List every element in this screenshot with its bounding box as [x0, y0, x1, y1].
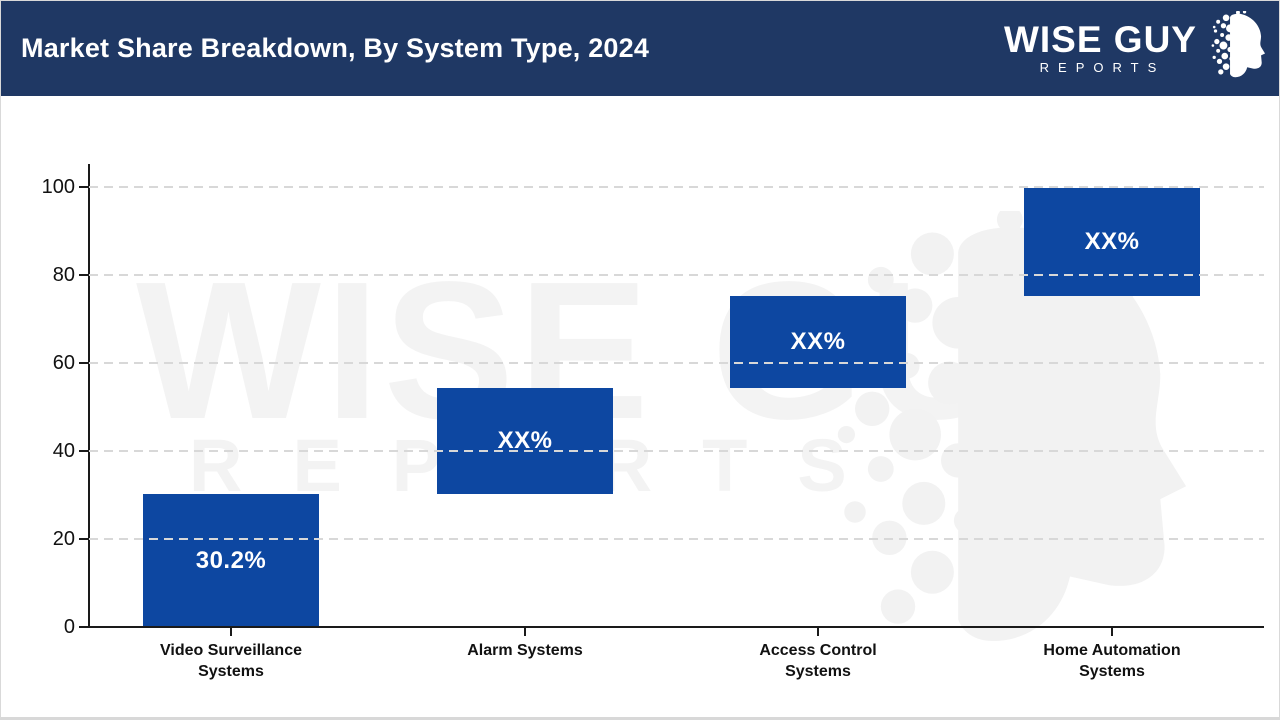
- y-tick-label: 0: [63, 616, 75, 638]
- bar-segment: XX%: [1024, 187, 1200, 296]
- bar-segment: XX%: [730, 295, 906, 389]
- header: Market Share Breakdown, By System Type, …: [1, 1, 1279, 96]
- y-tick-mark: [79, 274, 88, 277]
- y-axis-spine: [88, 164, 90, 628]
- y-tick-label: 80: [52, 264, 75, 287]
- watermark-face-icon: [837, 211, 1187, 642]
- y-tick-mark: [79, 538, 88, 541]
- y-tick-mark: [79, 626, 88, 628]
- x-tick-mark: [230, 628, 232, 636]
- bar-segment: 30.2%: [143, 494, 319, 627]
- logo-subtitle: REPORTS: [1039, 59, 1166, 75]
- x-category-label: Access Control Systems: [759, 642, 877, 680]
- x-category-label: Home Automation Systems: [1043, 642, 1181, 680]
- gridline: [89, 362, 1264, 365]
- bar-value-label: 30.2%: [195, 546, 267, 574]
- bar-value-label: XX%: [1084, 227, 1140, 255]
- y-tick-label: 60: [52, 352, 75, 375]
- bar-value-label: XX%: [497, 427, 553, 455]
- page-title: Market Share Breakdown, By System Type, …: [21, 33, 650, 63]
- bar-segment: XX%: [437, 388, 613, 495]
- logo-face-icon: [1211, 11, 1266, 78]
- x-tick-mark: [817, 628, 819, 636]
- x-axis-spine: [88, 626, 1264, 628]
- gridline: [89, 186, 1264, 189]
- x-tick-mark: [1111, 628, 1113, 636]
- bar-value-label: XX%: [790, 328, 846, 356]
- y-tick-label: 40: [52, 440, 75, 463]
- logo-wordmark: WISE GUY: [1003, 18, 1197, 60]
- logo: WISE GUY REPORTS: [1004, 11, 1267, 84]
- y-tick-label: 100: [41, 176, 75, 199]
- gridline: [89, 274, 1264, 277]
- y-tick-mark: [79, 186, 88, 189]
- x-category-label: Alarm Systems: [467, 642, 583, 659]
- logo-text: WISE GUY REPORTS: [1003, 18, 1197, 75]
- y-tick-mark: [79, 362, 88, 365]
- gridline: [89, 450, 1264, 453]
- x-tick-mark: [524, 628, 526, 636]
- y-tick-mark: [79, 450, 88, 453]
- x-category-label: Video Surveillance Systems: [160, 642, 302, 680]
- gridline: [89, 538, 1264, 541]
- y-tick-label: 20: [52, 528, 75, 551]
